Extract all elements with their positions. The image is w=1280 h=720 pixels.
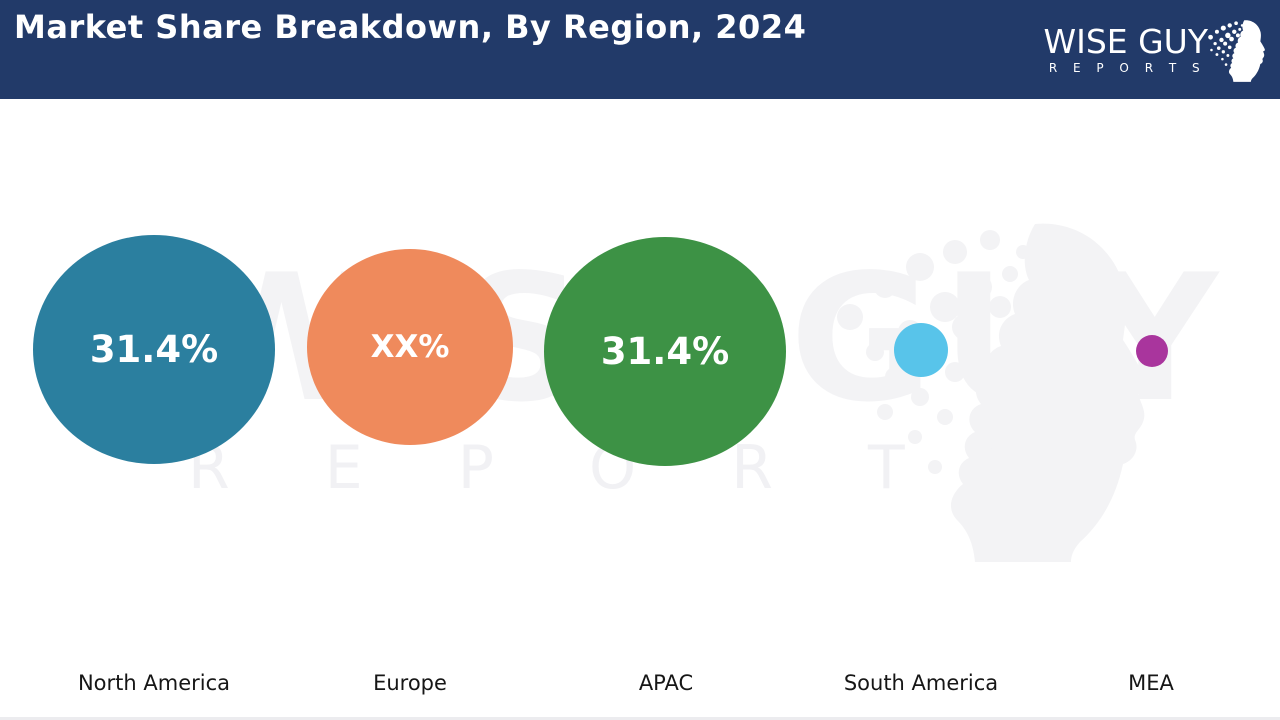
bubble-apac: 31.4% [544, 237, 786, 466]
header-bar: Market Share Breakdown, By Region, 2024 … [0, 0, 1280, 99]
bubble-value-label: 31.4% [600, 330, 730, 373]
page-title: Market Share Breakdown, By Region, 2024 [14, 8, 807, 46]
logo-face-icon [1208, 20, 1265, 82]
region-label-europe: Europe [373, 671, 447, 695]
logo-name-text: WISE GUY [1043, 22, 1208, 62]
bubble-north-america: 31.4% [33, 235, 275, 464]
region-label-apac: APAC [638, 671, 694, 695]
bottom-divider [0, 717, 1280, 720]
bubble-mea [1136, 335, 1168, 367]
region-label-south-america: South America [843, 671, 999, 695]
bubble-value-label: XX% [370, 329, 450, 365]
region-label-north-america: North America [77, 671, 231, 695]
region-label-mea: MEA [1128, 671, 1174, 695]
wise-guy-reports-logo: WISE GUY R E P O R T S [1043, 8, 1268, 92]
bubble-europe: XX% [307, 249, 513, 445]
watermark-face-icon [837, 223, 1148, 562]
logo-text: WISE GUY R E P O R T S [1043, 25, 1208, 75]
logo-reports-text: R E P O R T S [1048, 60, 1206, 75]
bubble-south-america [894, 323, 948, 377]
bubble-value-label: 31.4% [89, 328, 219, 371]
